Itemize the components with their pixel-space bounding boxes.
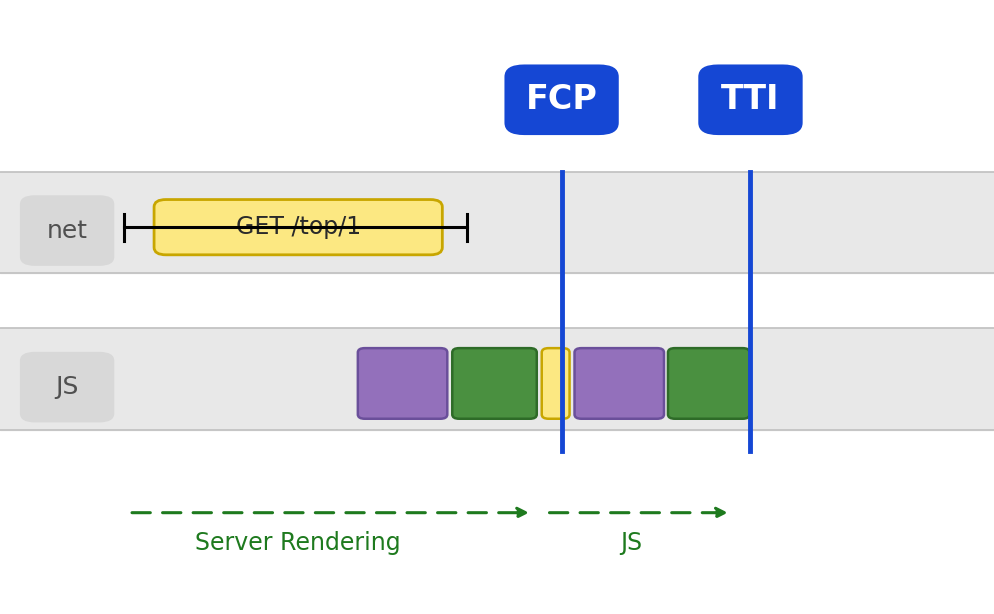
Text: net: net — [47, 219, 87, 243]
FancyBboxPatch shape — [358, 348, 447, 419]
FancyBboxPatch shape — [668, 348, 749, 419]
FancyBboxPatch shape — [575, 348, 664, 419]
Text: JS: JS — [56, 375, 79, 399]
Text: FCP: FCP — [526, 84, 597, 116]
Bar — [0, 328, 994, 430]
FancyBboxPatch shape — [20, 352, 114, 422]
FancyBboxPatch shape — [452, 348, 537, 419]
Text: Server Rendering: Server Rendering — [196, 531, 401, 556]
FancyBboxPatch shape — [698, 64, 803, 135]
Bar — [0, 172, 994, 273]
Text: TTI: TTI — [722, 84, 779, 116]
Text: GET /top/1: GET /top/1 — [236, 215, 361, 239]
FancyBboxPatch shape — [542, 348, 570, 419]
FancyBboxPatch shape — [20, 195, 114, 266]
FancyBboxPatch shape — [154, 200, 442, 255]
FancyBboxPatch shape — [504, 64, 618, 135]
Text: JS: JS — [620, 531, 642, 556]
